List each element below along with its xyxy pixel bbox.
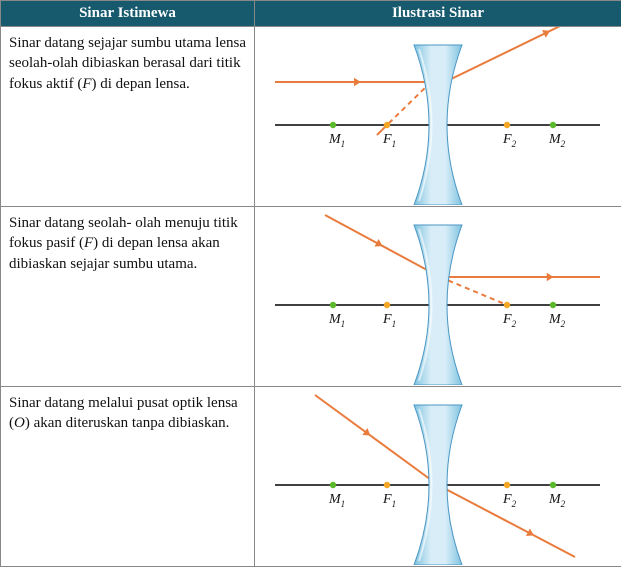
header-col1: Sinar Istimewa: [1, 1, 255, 27]
ray-table: Sinar Istimewa Ilustrasi Sinar Sinar dat…: [0, 0, 621, 567]
table-row: Sinar datang seolah- olah menuju titik f…: [1, 207, 621, 387]
svg-text:F1: F1: [382, 312, 396, 329]
svg-text:F1: F1: [382, 132, 396, 149]
ray-illustration: M1 F1 F2 M2: [255, 387, 621, 567]
ray-description: Sinar datang melalui pusat optik lensa (…: [1, 387, 255, 567]
table-row: Sinar datang sejajar sumbu utama lensa s…: [1, 27, 621, 207]
svg-text:M1: M1: [328, 312, 345, 329]
svg-text:M2: M2: [548, 312, 566, 329]
ray-description: Sinar datang seolah- olah menuju titik f…: [1, 207, 255, 387]
svg-text:F2: F2: [502, 132, 517, 149]
ray-illustration: M1 F1 F2 M2: [255, 27, 621, 207]
svg-text:F2: F2: [502, 312, 517, 329]
svg-text:F2: F2: [502, 492, 517, 509]
svg-text:M1: M1: [328, 132, 345, 149]
svg-text:M2: M2: [548, 492, 566, 509]
header-col2: Ilustrasi Sinar: [255, 1, 621, 27]
table-row: Sinar datang melalui pusat optik lensa (…: [1, 387, 621, 567]
svg-text:M1: M1: [328, 492, 345, 509]
svg-text:M2: M2: [548, 132, 566, 149]
ray-description: Sinar datang sejajar sumbu utama lensa s…: [1, 27, 255, 207]
ray-illustration: M1 F1 F2 M2: [255, 207, 621, 387]
svg-text:F1: F1: [382, 492, 396, 509]
